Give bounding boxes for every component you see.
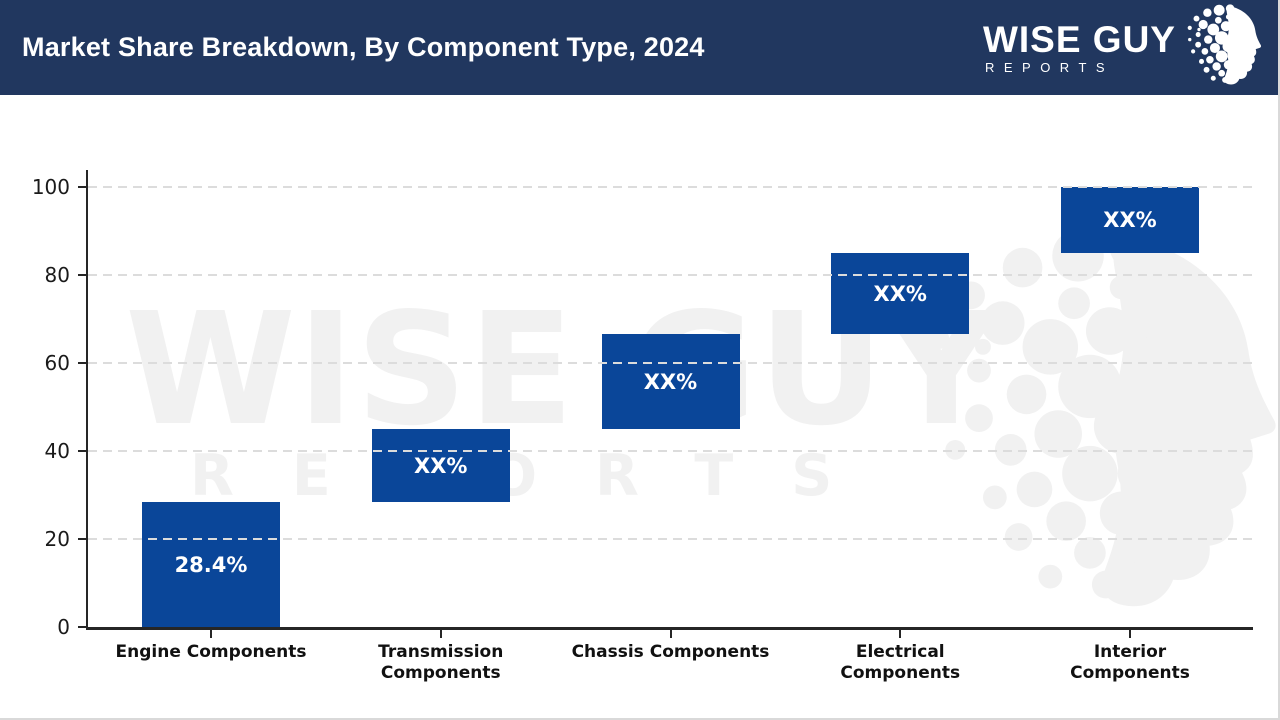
x-axis-tick [1129, 630, 1131, 638]
y-axis-tick-label: 40 [44, 439, 70, 463]
gridline [88, 186, 1253, 188]
gridline [88, 538, 1253, 540]
x-axis-tick [439, 630, 442, 638]
bar-value-label: 28.4% [174, 552, 248, 577]
gridline [88, 450, 1253, 452]
bar-value-label: XX% [643, 369, 698, 394]
gridline [88, 274, 1253, 276]
x-axis-tick [210, 630, 212, 638]
y-axis-tick-label: 100 [31, 175, 70, 199]
y-axis-tick [78, 626, 86, 628]
y-axis-tick [78, 186, 86, 188]
x-axis-line [86, 627, 1253, 630]
page-title: Market Share Breakdown, By Component Typ… [22, 32, 705, 62]
logo-face-icon [1178, 4, 1262, 92]
x-axis-tick [669, 630, 672, 638]
y-axis-tick [78, 274, 86, 276]
waterfall-bar: 28.4% [142, 502, 280, 627]
x-axis-tick [899, 630, 902, 638]
bar-value-label: XX% [1103, 208, 1157, 232]
bar-value-label: XX% [873, 281, 927, 306]
gridline [88, 362, 1253, 364]
watermark-text-sub: REPORTS [190, 443, 891, 509]
y-axis-tick [78, 538, 86, 540]
x-axis-category-label: Transmission Components [378, 642, 504, 683]
waterfall-bar: XX% [831, 253, 970, 335]
logo-wordmark-main: WISE GUY [982, 18, 1176, 60]
brand-logo: WISE GUY REPORTS [983, 4, 1262, 92]
x-axis-category-label: Chassis Components [571, 642, 770, 662]
x-axis-category-label: Interior Components [1070, 642, 1190, 683]
y-axis-tick-label: 20 [44, 527, 70, 551]
y-axis-tick [78, 362, 86, 364]
y-axis-tick-label: 60 [44, 351, 70, 375]
y-axis-line [86, 170, 88, 630]
waterfall-bar: XX% [601, 334, 740, 429]
header: Market Share Breakdown, By Component Typ… [0, 0, 1278, 95]
x-axis-category-label: Electrical Components [840, 642, 961, 683]
x-axis-category-label: Engine Components [115, 642, 307, 662]
waterfall-bar: XX% [1061, 187, 1199, 253]
logo-wordmark-sub: REPORTS [984, 59, 1115, 75]
waterfall-bar: XX% [371, 429, 510, 503]
y-axis-tick-label: 0 [57, 615, 70, 639]
bar-value-label: XX% [414, 453, 468, 478]
y-axis-tick [78, 450, 86, 452]
logo-wordmark: WISE GUY REPORTS [982, 18, 1176, 75]
y-axis-tick-label: 80 [44, 263, 70, 287]
